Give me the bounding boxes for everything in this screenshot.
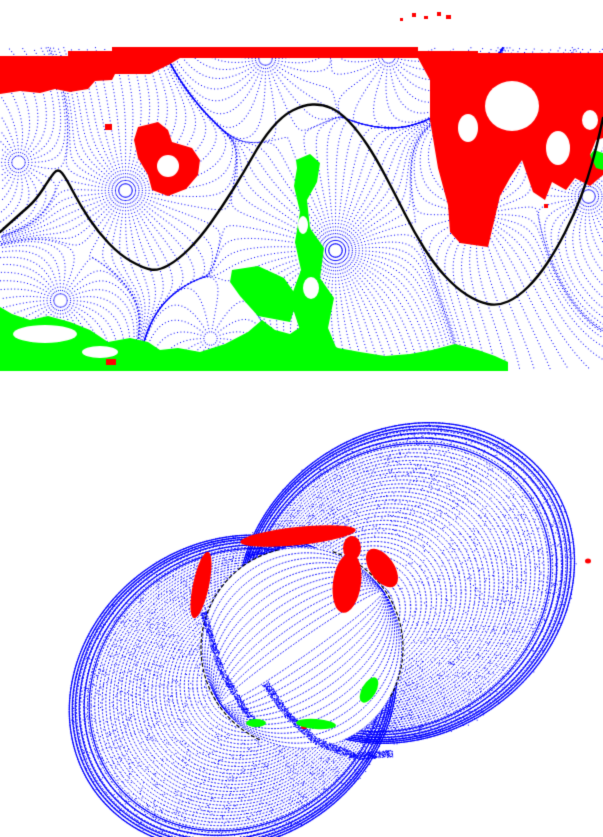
solar-magnetic-field-figure: [0, 0, 603, 837]
field-visualization-canvas: [0, 0, 603, 837]
